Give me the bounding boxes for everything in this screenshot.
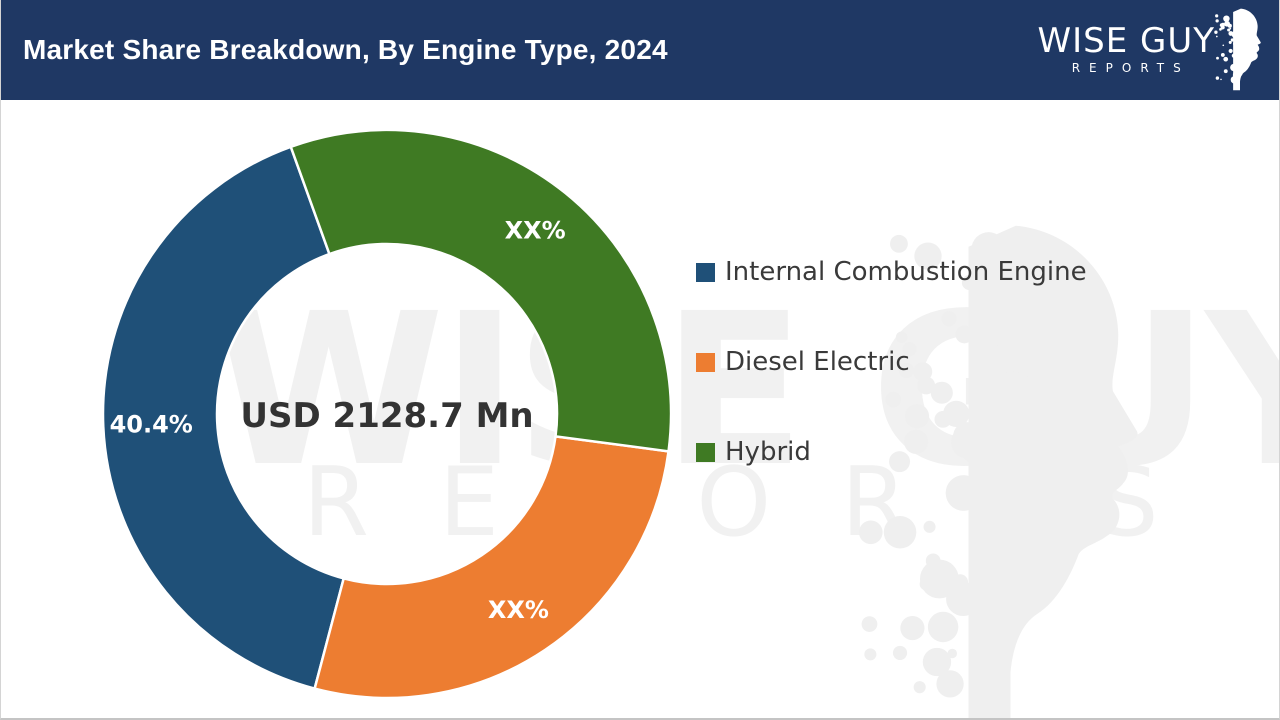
logo-subtext: REPORTS bbox=[1071, 61, 1190, 76]
logo-text: WISE GUY REPORTS bbox=[1037, 20, 1215, 76]
logo-face-icon bbox=[1214, 8, 1261, 91]
legend-item-label: Internal Combustion Engine bbox=[725, 257, 1087, 287]
legend-item-label: Hybrid bbox=[725, 437, 811, 467]
donut-chart[interactable]: 40.4% XX% XX% bbox=[97, 124, 677, 704]
legend-item-internal-combustion-engine[interactable]: Internal Combustion Engine bbox=[696, 257, 1087, 287]
legend-swatch bbox=[696, 442, 715, 462]
legend-swatch bbox=[696, 352, 715, 372]
legend-swatch bbox=[696, 262, 715, 282]
segment-value-label: XX% bbox=[488, 596, 549, 624]
donut-segment-hybrid[interactable] bbox=[289, 128, 673, 453]
segment-value-label: 40.4% bbox=[110, 410, 193, 438]
segment-value-label: XX% bbox=[505, 216, 566, 244]
legend-item-hybrid[interactable]: Hybrid bbox=[696, 437, 1087, 467]
header: Market Share Breakdown, By Engine Type, … bbox=[1, 0, 1279, 100]
donut-center-label: USD 2128.7 Mn bbox=[240, 396, 534, 436]
brand-logo: WISE GUY REPORTS bbox=[1037, 6, 1269, 92]
legend-item-label: Diesel Electric bbox=[725, 347, 910, 377]
legend: Internal Combustion Engine Diesel Electr… bbox=[696, 257, 1087, 467]
logo-wordmark: WISE GUY bbox=[1037, 20, 1215, 61]
donut-segment-diesel-electric[interactable] bbox=[313, 435, 670, 700]
legend-item-diesel-electric[interactable]: Diesel Electric bbox=[696, 347, 1087, 377]
page-title: Market Share Breakdown, By Engine Type, … bbox=[23, 34, 668, 65]
donut-segment-internal-combustion-engine[interactable] bbox=[101, 145, 345, 690]
chart-area: WISE GUY REPORTS 40.4% XX% XX% USD 2128.7 … bbox=[1, 100, 1279, 718]
